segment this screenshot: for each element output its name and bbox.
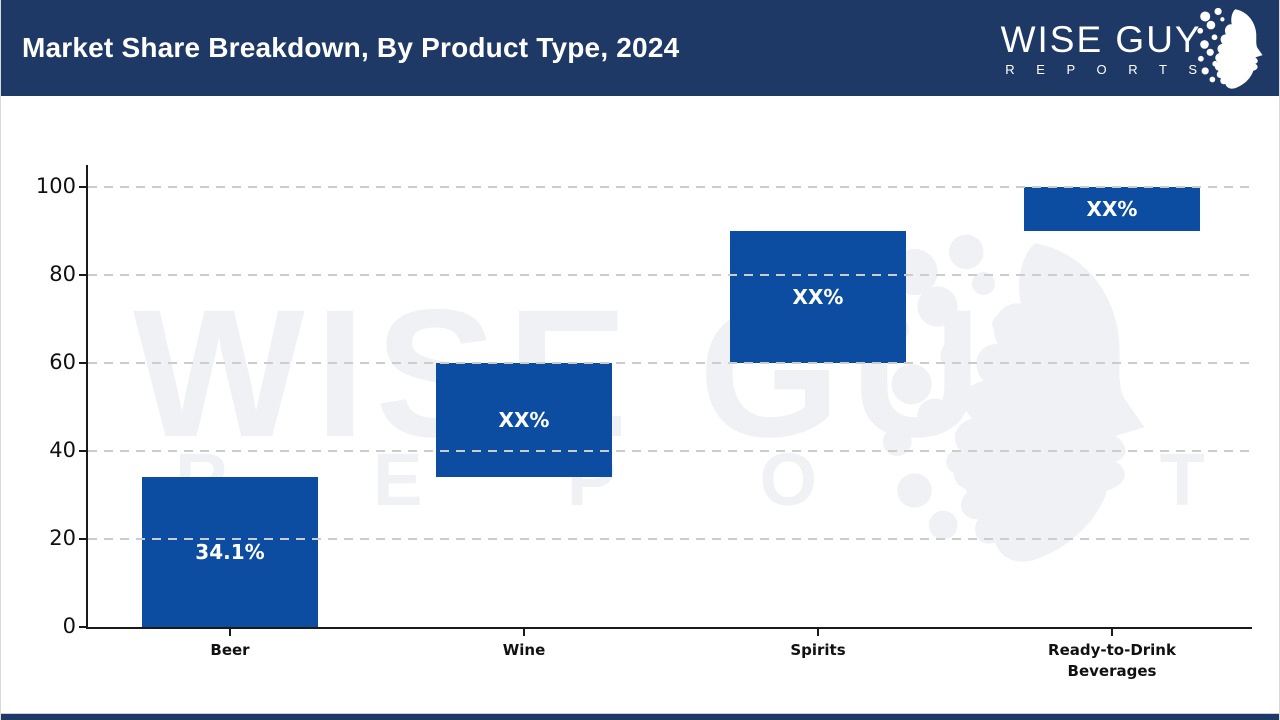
- x-axis-category-label: Ready-to-Drink Beverages: [1048, 641, 1176, 680]
- y-axis-tick-label: 100: [35, 174, 76, 198]
- footer-hairline: [0, 713, 1280, 714]
- bar-wine: XX%: [436, 363, 612, 477]
- x-axis-category-label: Spirits: [790, 641, 846, 659]
- gridline: [88, 450, 1252, 452]
- y-axis-tick: [79, 626, 86, 628]
- wiseguy-face-icon: [1197, 7, 1263, 89]
- bar-value-label: XX%: [1086, 197, 1138, 221]
- x-axis-tick: [817, 629, 819, 636]
- gridline: [88, 538, 1252, 540]
- y-axis-tick: [79, 450, 86, 452]
- y-axis-tick-label: 0: [62, 614, 76, 638]
- brand-logo-text: WISE GUY R E P O R T S: [996, 21, 1206, 76]
- gridline: [88, 274, 1252, 276]
- y-axis-tick-label: 60: [49, 350, 76, 374]
- gridline: [88, 362, 1252, 364]
- y-axis-tick: [79, 274, 86, 276]
- brand-subtitle: R E P O R T S: [1005, 61, 1206, 77]
- x-axis-tick: [229, 629, 231, 636]
- y-axis-tick-label: 80: [49, 262, 76, 286]
- page-title: Market Share Breakdown, By Product Type,…: [22, 32, 680, 63]
- header-banner: Market Share Breakdown, By Product Type,…: [0, 0, 1280, 96]
- x-axis-tick: [1111, 629, 1113, 636]
- x-axis-category-label: Beer: [210, 641, 250, 659]
- footer-accent-bar: [0, 714, 1280, 720]
- bar-value-label: 34.1%: [195, 539, 265, 564]
- bar-beer: 34.1%: [142, 476, 318, 627]
- x-axis-tick: [523, 629, 525, 636]
- bar-value-label: XX%: [792, 285, 844, 309]
- brand-name: WISE GUY: [1000, 18, 1202, 60]
- bar-value-label: XX%: [498, 407, 550, 432]
- x-axis-category-label: Wine: [502, 641, 546, 659]
- brand-logo: WISE GUY R E P O R T S: [996, 5, 1280, 91]
- bar-ready-to-drink-beverages: XX%: [1024, 187, 1200, 231]
- y-axis-tick: [79, 186, 86, 188]
- y-axis-line: [86, 165, 88, 629]
- x-axis-line: [86, 627, 1252, 629]
- y-axis-tick-label: 40: [49, 438, 76, 462]
- gridline: [88, 186, 1252, 188]
- bar-spirits: XX%: [730, 231, 906, 363]
- y-axis-tick: [79, 362, 86, 364]
- y-axis-tick: [79, 538, 86, 540]
- y-axis-tick-label: 20: [49, 526, 76, 550]
